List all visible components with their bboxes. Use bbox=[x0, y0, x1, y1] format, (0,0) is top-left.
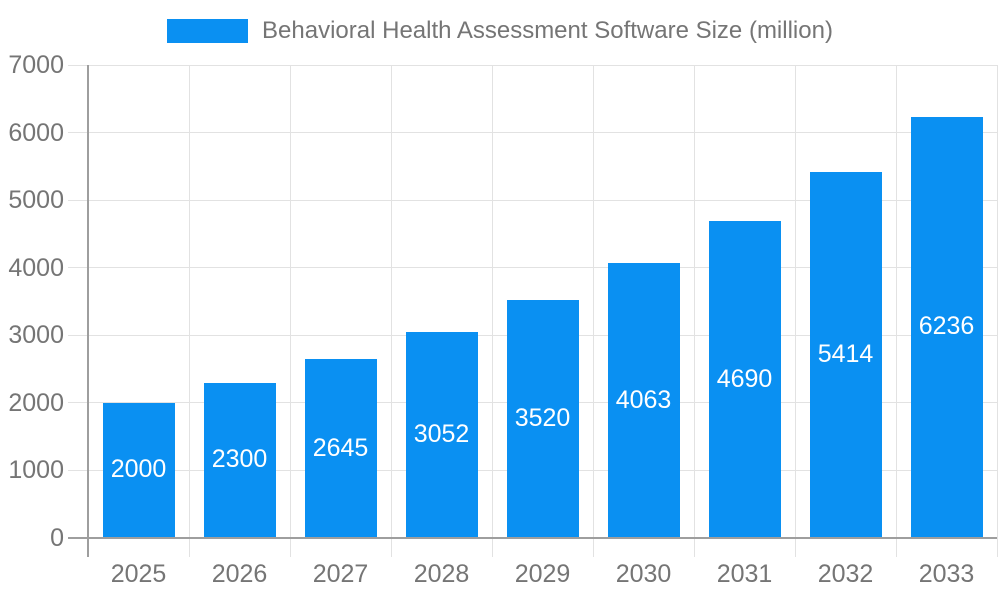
bar-value-label: 2000 bbox=[110, 455, 167, 484]
bar-2026: 2300 bbox=[203, 382, 276, 537]
gridline-vertical bbox=[188, 65, 190, 557]
bar-value-label: 3052 bbox=[413, 419, 470, 448]
x-tick-label: 2030 bbox=[615, 560, 672, 588]
gridline-vertical bbox=[592, 65, 594, 557]
gridline-vertical bbox=[794, 65, 796, 557]
bar-2029: 3520 bbox=[506, 300, 579, 537]
gridline-vertical bbox=[491, 65, 493, 557]
x-tick-label: 2031 bbox=[716, 560, 773, 588]
y-tick-label: 1000 bbox=[8, 456, 64, 485]
x-tick-label: 2027 bbox=[312, 560, 369, 588]
bar-value-label: 5414 bbox=[817, 340, 874, 369]
bar-2033: 6236 bbox=[910, 116, 983, 537]
legend-label: Behavioral Health Assessment Software Si… bbox=[262, 17, 833, 44]
bar-2028: 3052 bbox=[405, 331, 478, 537]
bar-value-label: 4063 bbox=[615, 385, 672, 414]
x-axis-line bbox=[68, 537, 997, 539]
gridline-vertical bbox=[289, 65, 291, 557]
y-tick-label: 4000 bbox=[8, 253, 64, 282]
y-tick-label: 5000 bbox=[8, 186, 64, 215]
y-tick-label: 0 bbox=[50, 524, 64, 552]
bar-value-label: 2645 bbox=[312, 433, 369, 462]
x-tick-label: 2029 bbox=[514, 560, 571, 588]
legend-item[interactable]: Behavioral Health Assessment Software Si… bbox=[0, 17, 1000, 45]
x-tick-label: 2033 bbox=[918, 560, 975, 588]
gridline-vertical bbox=[895, 65, 897, 557]
bar-value-label: 2300 bbox=[211, 445, 268, 474]
bar-2031: 4690 bbox=[708, 221, 781, 537]
x-tick-label: 2025 bbox=[110, 560, 167, 588]
y-tick-label: 7000 bbox=[8, 51, 64, 79]
legend-swatch bbox=[167, 19, 249, 43]
y-tick-label: 6000 bbox=[8, 118, 64, 147]
bar-value-label: 4690 bbox=[716, 364, 773, 393]
x-tick-label: 2032 bbox=[817, 560, 874, 588]
bar-2030: 4063 bbox=[607, 263, 680, 537]
gridline-vertical bbox=[390, 65, 392, 557]
bar-2027: 2645 bbox=[304, 359, 377, 537]
gridline-horizontal bbox=[68, 199, 997, 201]
gridline-horizontal bbox=[68, 267, 997, 269]
y-tick-label: 2000 bbox=[8, 388, 64, 417]
gridline-horizontal bbox=[68, 64, 997, 66]
gridline-vertical bbox=[996, 65, 998, 557]
y-tick-label: 3000 bbox=[8, 321, 64, 350]
bar-value-label: 6236 bbox=[918, 312, 975, 341]
gridline-vertical bbox=[693, 65, 695, 557]
x-tick-label: 2028 bbox=[413, 560, 470, 588]
y-axis-line bbox=[87, 65, 89, 557]
gridline-horizontal bbox=[68, 132, 997, 134]
bar-2032: 5414 bbox=[809, 172, 882, 537]
x-tick-label: 2026 bbox=[211, 560, 268, 588]
bar-2025: 2000 bbox=[102, 402, 175, 537]
bar-value-label: 3520 bbox=[514, 404, 571, 433]
